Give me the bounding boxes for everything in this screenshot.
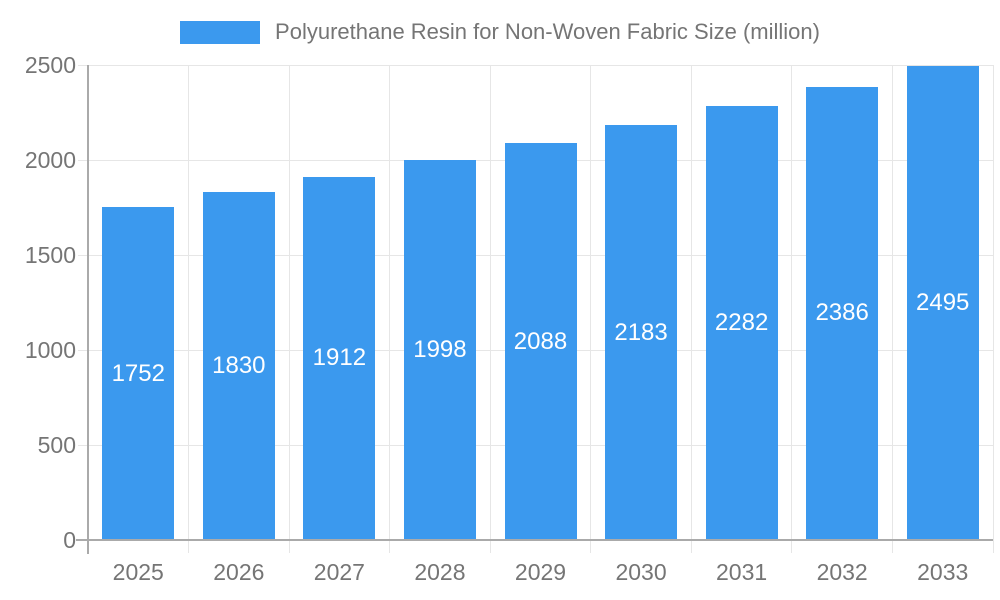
bar-2033: 2495	[906, 65, 979, 540]
gridline-vertical	[188, 65, 190, 553]
bar-value-label: 1830	[212, 352, 266, 380]
gridline-vertical	[891, 65, 893, 553]
x-axis-tick-label: 2031	[716, 559, 768, 585]
bar-2031: 2282	[705, 106, 778, 540]
bar-2027: 1912	[303, 176, 376, 540]
bar-value-label: 2088	[513, 327, 568, 355]
bar-value-label: 1912	[312, 344, 367, 372]
bar-2032: 2386	[806, 86, 879, 540]
x-axis-tick-label: 2025	[112, 559, 164, 585]
y-axis-tick-label: 1500	[24, 242, 76, 268]
x-axis-tick-label: 2029	[514, 559, 567, 585]
x-axis-line	[76, 539, 993, 541]
bar-2026: 1830	[202, 192, 275, 540]
legend-swatch	[180, 20, 261, 44]
gridline-vertical	[690, 65, 692, 553]
bar-value-label: 1752	[111, 359, 165, 387]
gridline-vertical	[389, 65, 391, 553]
bar-value-label: 2495	[916, 288, 970, 316]
gridline-vertical	[791, 65, 793, 553]
bar-value-label: 2282	[714, 309, 769, 337]
chart-legend-item[interactable]: Polyurethane Resin for Non-Woven Fabric …	[0, 18, 1000, 46]
gridline-vertical	[489, 65, 491, 553]
bar-value-label: 2183	[614, 318, 668, 346]
gridline-vertical	[590, 65, 592, 553]
x-axis-tick-label: 2033	[917, 559, 969, 585]
y-axis-tick-label: 1000	[24, 337, 76, 363]
y-axis-tick-label: 2000	[24, 147, 76, 173]
x-axis-tick-label: 2030	[615, 559, 667, 585]
gridline-horizontal	[78, 64, 993, 66]
bar-2030: 2183	[605, 125, 678, 540]
x-axis-tick-label: 2027	[313, 559, 365, 585]
bar-2025: 1752	[102, 207, 175, 540]
bar-value-label: 1998	[413, 336, 467, 364]
y-axis-tick-label: 2500	[24, 52, 76, 78]
y-axis-line	[87, 65, 89, 554]
bar-value-label: 2386	[815, 299, 869, 327]
x-axis-tick-label: 2026	[213, 559, 265, 585]
x-axis-tick-label: 2028	[414, 559, 466, 585]
y-axis-tick-label: 0	[63, 527, 76, 553]
gridline-vertical	[288, 65, 290, 553]
gridline-vertical	[992, 65, 994, 553]
x-axis-tick-label: 2032	[816, 559, 868, 585]
bar-2028: 1998	[403, 160, 476, 540]
bar-2029: 2088	[504, 143, 577, 540]
y-axis-tick-label: 500	[37, 432, 76, 458]
legend-label: Polyurethane Resin for Non-Woven Fabric …	[275, 19, 820, 44]
